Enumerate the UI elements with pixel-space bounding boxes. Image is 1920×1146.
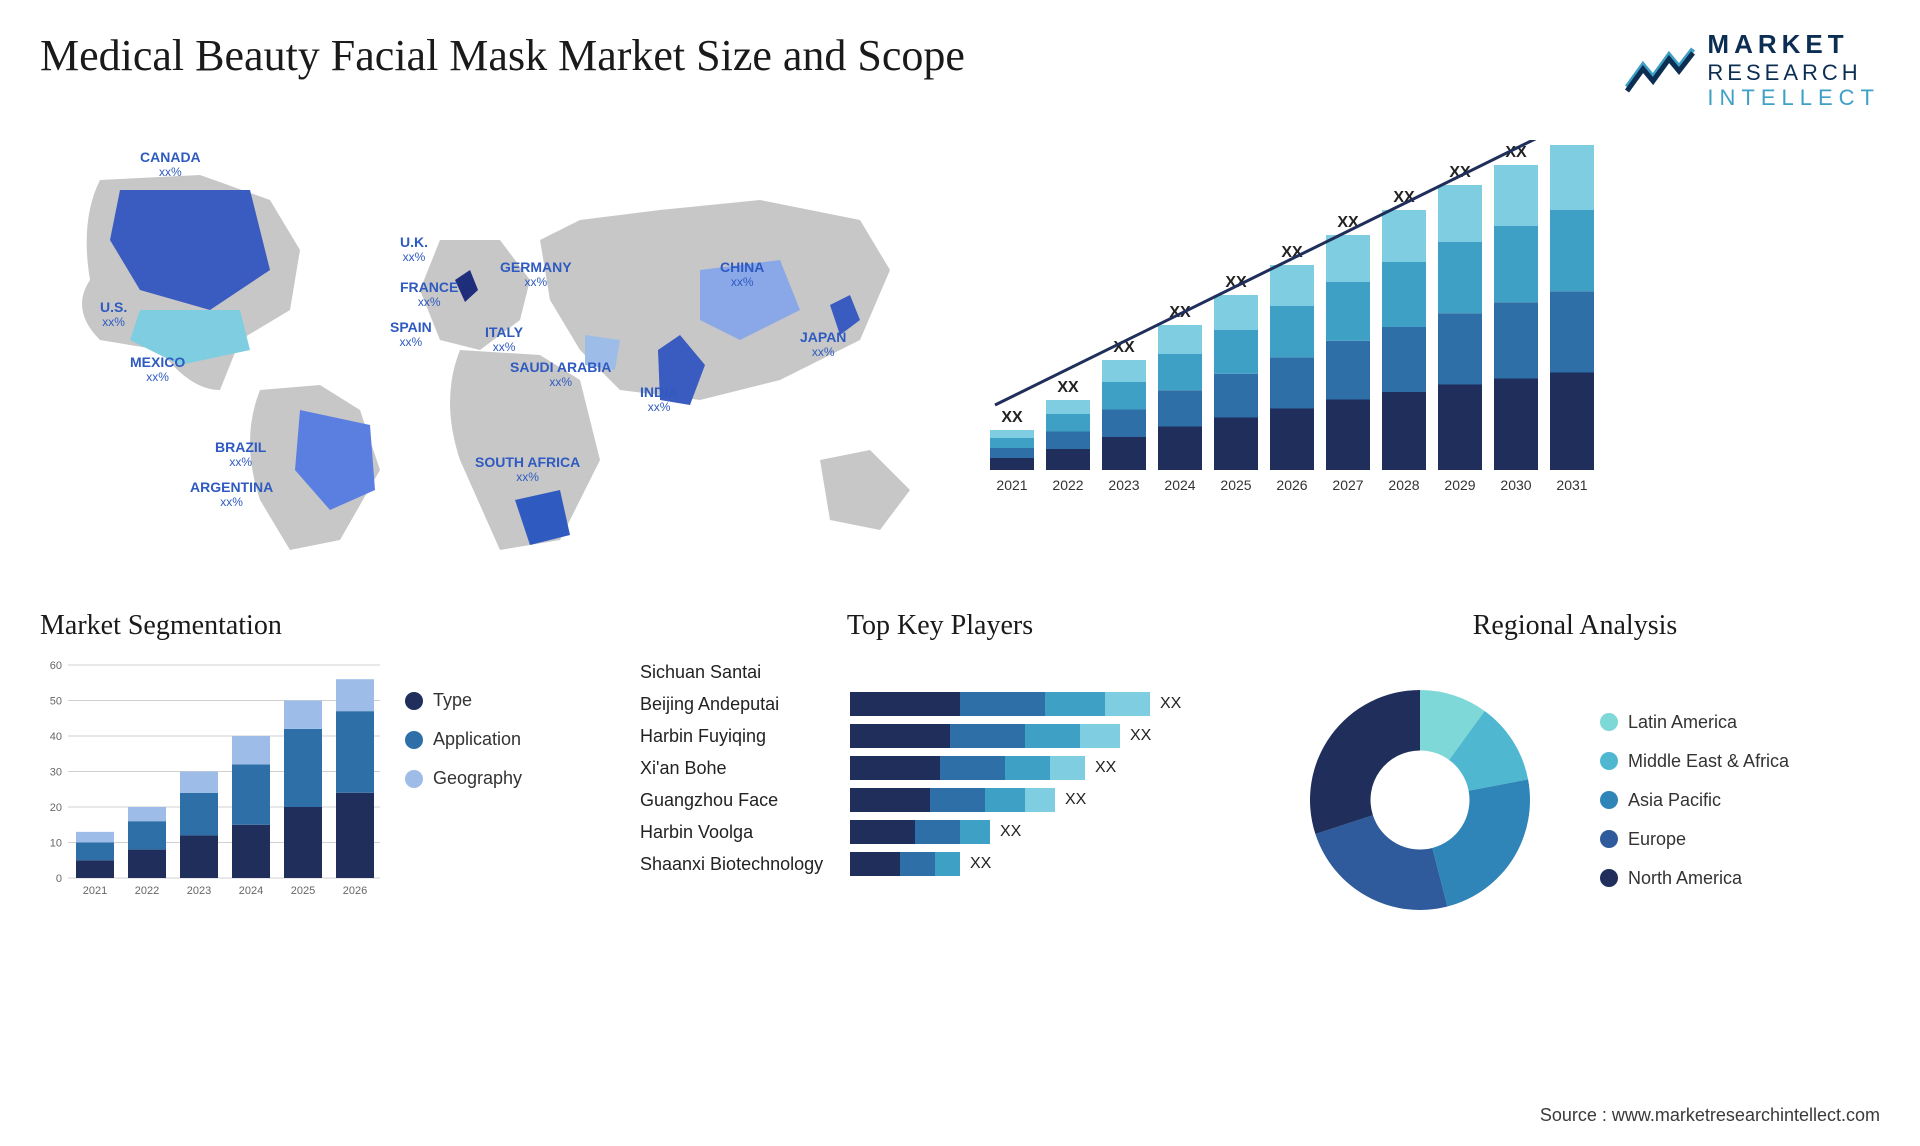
- player-value: XX: [1160, 695, 1181, 713]
- svg-text:30: 30: [50, 767, 62, 779]
- player-row: Shaanxi Biotechnology XX: [640, 852, 1240, 876]
- player-row: Harbin Voolga XX: [640, 820, 1240, 844]
- brand-logo-text-3: INTELLECT: [1707, 85, 1880, 110]
- svg-text:2025: 2025: [1220, 477, 1251, 493]
- svg-text:XX: XX: [1561, 140, 1583, 141]
- growth-chart-panel: 2021XX2022XX2023XX2024XX2025XX2026XX2027…: [980, 140, 1880, 560]
- player-name: Guangzhou Face: [640, 790, 840, 811]
- regional-legend: Latin America Middle East & Africa Asia Pa…: [1600, 712, 1789, 889]
- map-country-label: FRANCExx%: [400, 280, 458, 309]
- player-name: Harbin Fuyiqing: [640, 726, 840, 747]
- map-country-label: ARGENTINAxx%: [190, 480, 273, 509]
- svg-text:2025: 2025: [291, 885, 315, 897]
- svg-text:2029: 2029: [1444, 477, 1475, 493]
- player-row: Beijing Andeputai XX: [640, 692, 1240, 716]
- svg-text:XX: XX: [1001, 409, 1023, 426]
- page-title: Medical Beauty Facial Mask Market Size a…: [40, 30, 965, 81]
- map-country-label: CHINAxx%: [720, 260, 764, 289]
- world-map-panel: CANADAxx% U.S.xx%MEXICOxx% BRAZILxx% ARGENT…: [40, 140, 940, 560]
- map-country-label: SPAINxx%: [390, 320, 432, 349]
- svg-text:XX: XX: [1057, 379, 1079, 396]
- svg-text:2023: 2023: [1108, 477, 1139, 493]
- map-country-label: JAPANxx%: [800, 330, 846, 359]
- player-value: XX: [970, 855, 991, 873]
- legend-item: Europe: [1600, 829, 1789, 850]
- svg-text:2024: 2024: [239, 885, 263, 897]
- brand-logo: MARKET RESEARCH INTELLECT: [1625, 30, 1880, 110]
- legend-item: Application: [405, 729, 522, 750]
- player-row: Harbin Fuyiqing XX: [640, 724, 1240, 748]
- growth-bar-chart: 2021XX2022XX2023XX2024XX2025XX2026XX2027…: [980, 140, 1620, 500]
- map-country-label: SAUDI ARABIAxx%: [510, 360, 611, 389]
- player-bar: [850, 820, 990, 844]
- player-name: Beijing Andeputai: [640, 694, 840, 715]
- key-players-panel: Top Key Players Sichuan Santai Beijing An…: [640, 610, 1240, 940]
- regional-panel: Regional Analysis Latin America Middle Ea…: [1270, 610, 1880, 940]
- legend-item: Geography: [405, 768, 522, 789]
- regional-donut-chart: [1270, 660, 1570, 940]
- svg-text:2026: 2026: [343, 885, 367, 897]
- svg-text:2026: 2026: [1276, 477, 1307, 493]
- map-country-label: GERMANYxx%: [500, 260, 572, 289]
- player-name: Shaanxi Biotechnology: [640, 854, 840, 875]
- svg-text:2024: 2024: [1164, 477, 1195, 493]
- svg-text:20: 20: [50, 802, 62, 814]
- segmentation-panel: Market Segmentation 0 10 20 30 40 50 60 2021 202…: [40, 610, 610, 940]
- map-country-label: BRAZILxx%: [215, 440, 266, 469]
- legend-item: Type: [405, 690, 522, 711]
- regional-title: Regional Analysis: [1270, 610, 1880, 642]
- map-country-label: SOUTH AFRICAxx%: [475, 455, 580, 484]
- svg-text:2030: 2030: [1500, 477, 1531, 493]
- segmentation-title: Market Segmentation: [40, 610, 610, 642]
- svg-text:0: 0: [56, 873, 62, 885]
- player-value: XX: [1000, 823, 1021, 841]
- map-country-label: CANADAxx%: [140, 150, 201, 179]
- svg-text:2021: 2021: [996, 477, 1027, 493]
- map-country-label: U.S.xx%: [100, 300, 127, 329]
- svg-text:2027: 2027: [1332, 477, 1363, 493]
- map-country-label: MEXICOxx%: [130, 355, 185, 384]
- player-name: Sichuan Santai: [640, 662, 840, 683]
- brand-logo-icon: [1625, 47, 1695, 93]
- player-name: Harbin Voolga: [640, 822, 840, 843]
- legend-item: Middle East & Africa: [1600, 751, 1789, 772]
- source-attribution: Source : www.marketresearchintellect.com: [1540, 1105, 1880, 1126]
- player-bar: [850, 852, 960, 876]
- player-name: Xi'an Bohe: [640, 758, 840, 779]
- svg-text:10: 10: [50, 838, 62, 850]
- player-bar: [850, 724, 1120, 748]
- segmentation-chart: 0 10 20 30 40 50 60 2021 2022 2023 2024 2025 2026: [40, 660, 380, 900]
- map-country-label: INDIAxx%: [640, 385, 678, 414]
- player-value: XX: [1065, 791, 1086, 809]
- svg-text:2023: 2023: [187, 885, 211, 897]
- player-value: XX: [1095, 759, 1116, 777]
- legend-item: North America: [1600, 868, 1789, 889]
- player-bar: [850, 788, 1055, 812]
- svg-text:60: 60: [50, 660, 62, 672]
- brand-logo-text-1: MARKET: [1707, 30, 1880, 60]
- svg-text:2021: 2021: [83, 885, 107, 897]
- player-bar: [850, 756, 1085, 780]
- map-country-label: U.K.xx%: [400, 235, 428, 264]
- svg-text:2022: 2022: [1052, 477, 1083, 493]
- key-players-title: Top Key Players: [640, 610, 1240, 642]
- player-row: Sichuan Santai: [640, 660, 1240, 684]
- brand-logo-text-2: RESEARCH: [1707, 60, 1880, 85]
- legend-item: Latin America: [1600, 712, 1789, 733]
- legend-item: Asia Pacific: [1600, 790, 1789, 811]
- svg-text:50: 50: [50, 696, 62, 708]
- player-row: Guangzhou Face XX: [640, 788, 1240, 812]
- segmentation-legend: Type Application Geography: [405, 660, 522, 789]
- key-players-chart: Sichuan SantaiBeijing AndeputaiXXHarbin …: [640, 660, 1240, 876]
- svg-text:2028: 2028: [1388, 477, 1419, 493]
- player-bar: [850, 692, 1150, 716]
- map-country-label: ITALYxx%: [485, 325, 523, 354]
- svg-text:2022: 2022: [135, 885, 159, 897]
- svg-text:2031: 2031: [1556, 477, 1587, 493]
- player-value: XX: [1130, 727, 1151, 745]
- svg-text:40: 40: [50, 731, 62, 743]
- player-row: Xi'an Bohe XX: [640, 756, 1240, 780]
